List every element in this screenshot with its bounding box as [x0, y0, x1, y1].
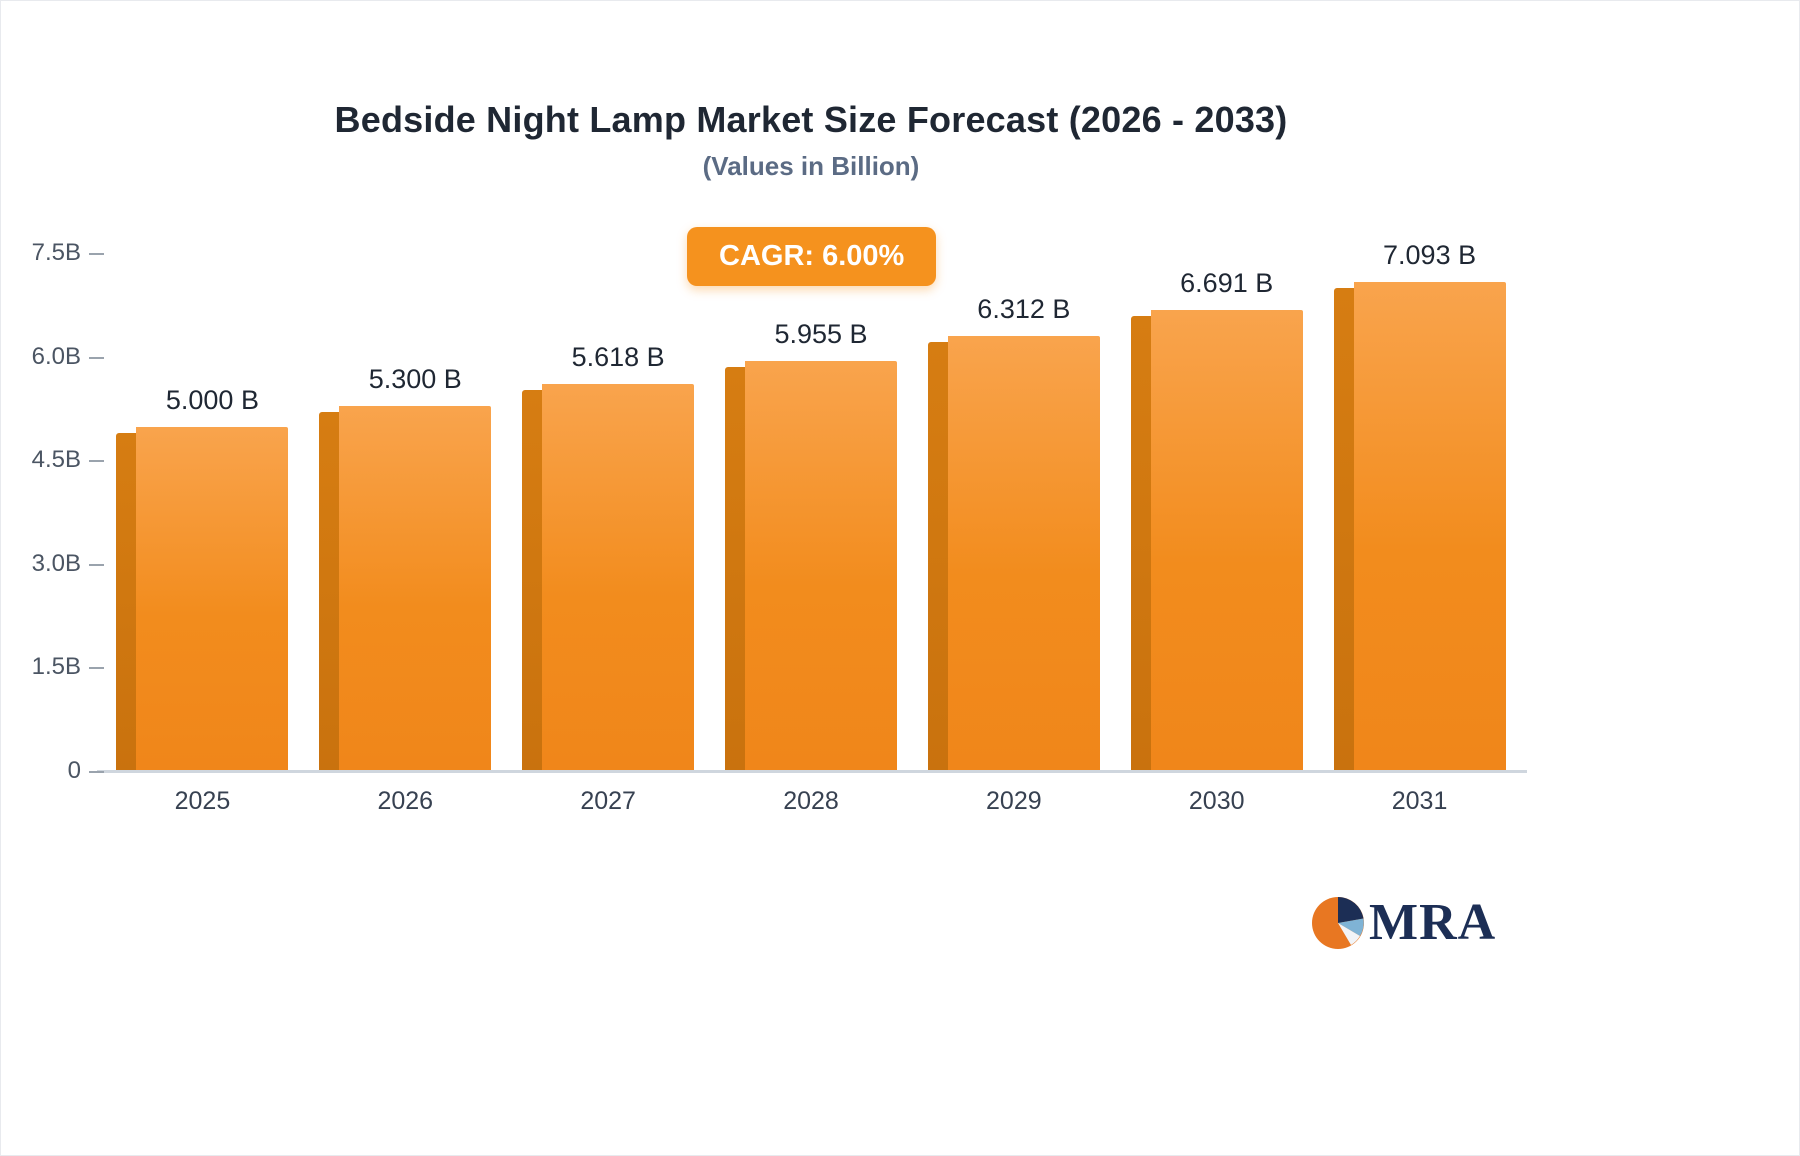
bar-side-shadow — [927, 342, 948, 772]
x-axis-label-2030: 2030 — [1188, 787, 1245, 815]
bar-face — [339, 405, 492, 772]
bar-value-label: 7.093 B — [1383, 240, 1477, 271]
y-tick-mark — [89, 667, 104, 670]
pie-chart-logo-icon — [1312, 897, 1364, 949]
y-tick-mark — [89, 253, 104, 255]
bar-value-label: 5.000 B — [165, 384, 259, 415]
y-tick-label: 6.0B — [31, 342, 81, 370]
x-axis-label-2027: 2027 — [580, 787, 636, 815]
y-tick-mark — [89, 771, 104, 773]
x-axis-line — [97, 770, 1527, 773]
bar-face — [542, 383, 695, 772]
bar-2029 — [927, 336, 1100, 772]
brand-logo-text: MRA — [1369, 894, 1497, 951]
bar-face — [947, 336, 1100, 772]
cagr-badge: CAGR: 6.00% — [687, 227, 937, 286]
y-tick-mark — [89, 356, 104, 359]
bar-face — [136, 426, 289, 772]
bar-side-shadow — [1130, 315, 1151, 772]
bar-value-label: 5.300 B — [368, 363, 462, 394]
y-tick-mark — [89, 460, 104, 463]
bar-value-label: 5.618 B — [571, 341, 665, 372]
bar-face — [745, 360, 897, 772]
bar-2027 — [522, 383, 695, 772]
bar-2028 — [725, 360, 897, 772]
bar-value-label: 6.312 B — [977, 294, 1071, 325]
x-axis-label-2028: 2028 — [783, 787, 839, 815]
bar-2030 — [1130, 309, 1303, 772]
y-tick-label: 0 — [67, 757, 81, 784]
bar-value-label: 6.691 B — [1180, 267, 1274, 298]
x-axis-label-2026: 2026 — [377, 787, 434, 815]
bar-side-shadow — [1333, 288, 1354, 772]
bar-face — [1353, 282, 1506, 772]
chart-title: Bedside Night Lamp Market Size Forecast … — [334, 99, 1288, 140]
bar-2031 — [1333, 282, 1506, 772]
y-tick-label: 1.5B — [31, 653, 81, 681]
y-tick-label: 7.5B — [31, 239, 81, 266]
x-axis-label-2029: 2029 — [986, 787, 1042, 815]
bar-face — [1150, 309, 1303, 772]
x-axis-label-2031: 2031 — [1391, 787, 1448, 815]
brand-logo: MRA — [1309, 894, 1496, 952]
bar-side-shadow — [725, 366, 745, 772]
bar-2025 — [116, 426, 289, 772]
y-tick-label: 4.5B — [31, 446, 81, 474]
bar-side-shadow — [116, 432, 137, 772]
bar-side-shadow — [522, 389, 543, 772]
bar-2026 — [319, 405, 492, 772]
bar-value-label: 5.955 B — [774, 318, 868, 349]
y-tick-mark — [89, 563, 104, 566]
bar-side-shadow — [319, 411, 340, 772]
y-tick-label: 3.0B — [31, 549, 81, 577]
x-axis-label-2025: 2025 — [174, 787, 231, 815]
chart-subtitle: (Values in Billion) — [702, 151, 920, 181]
plot-area — [101, 254, 1521, 772]
